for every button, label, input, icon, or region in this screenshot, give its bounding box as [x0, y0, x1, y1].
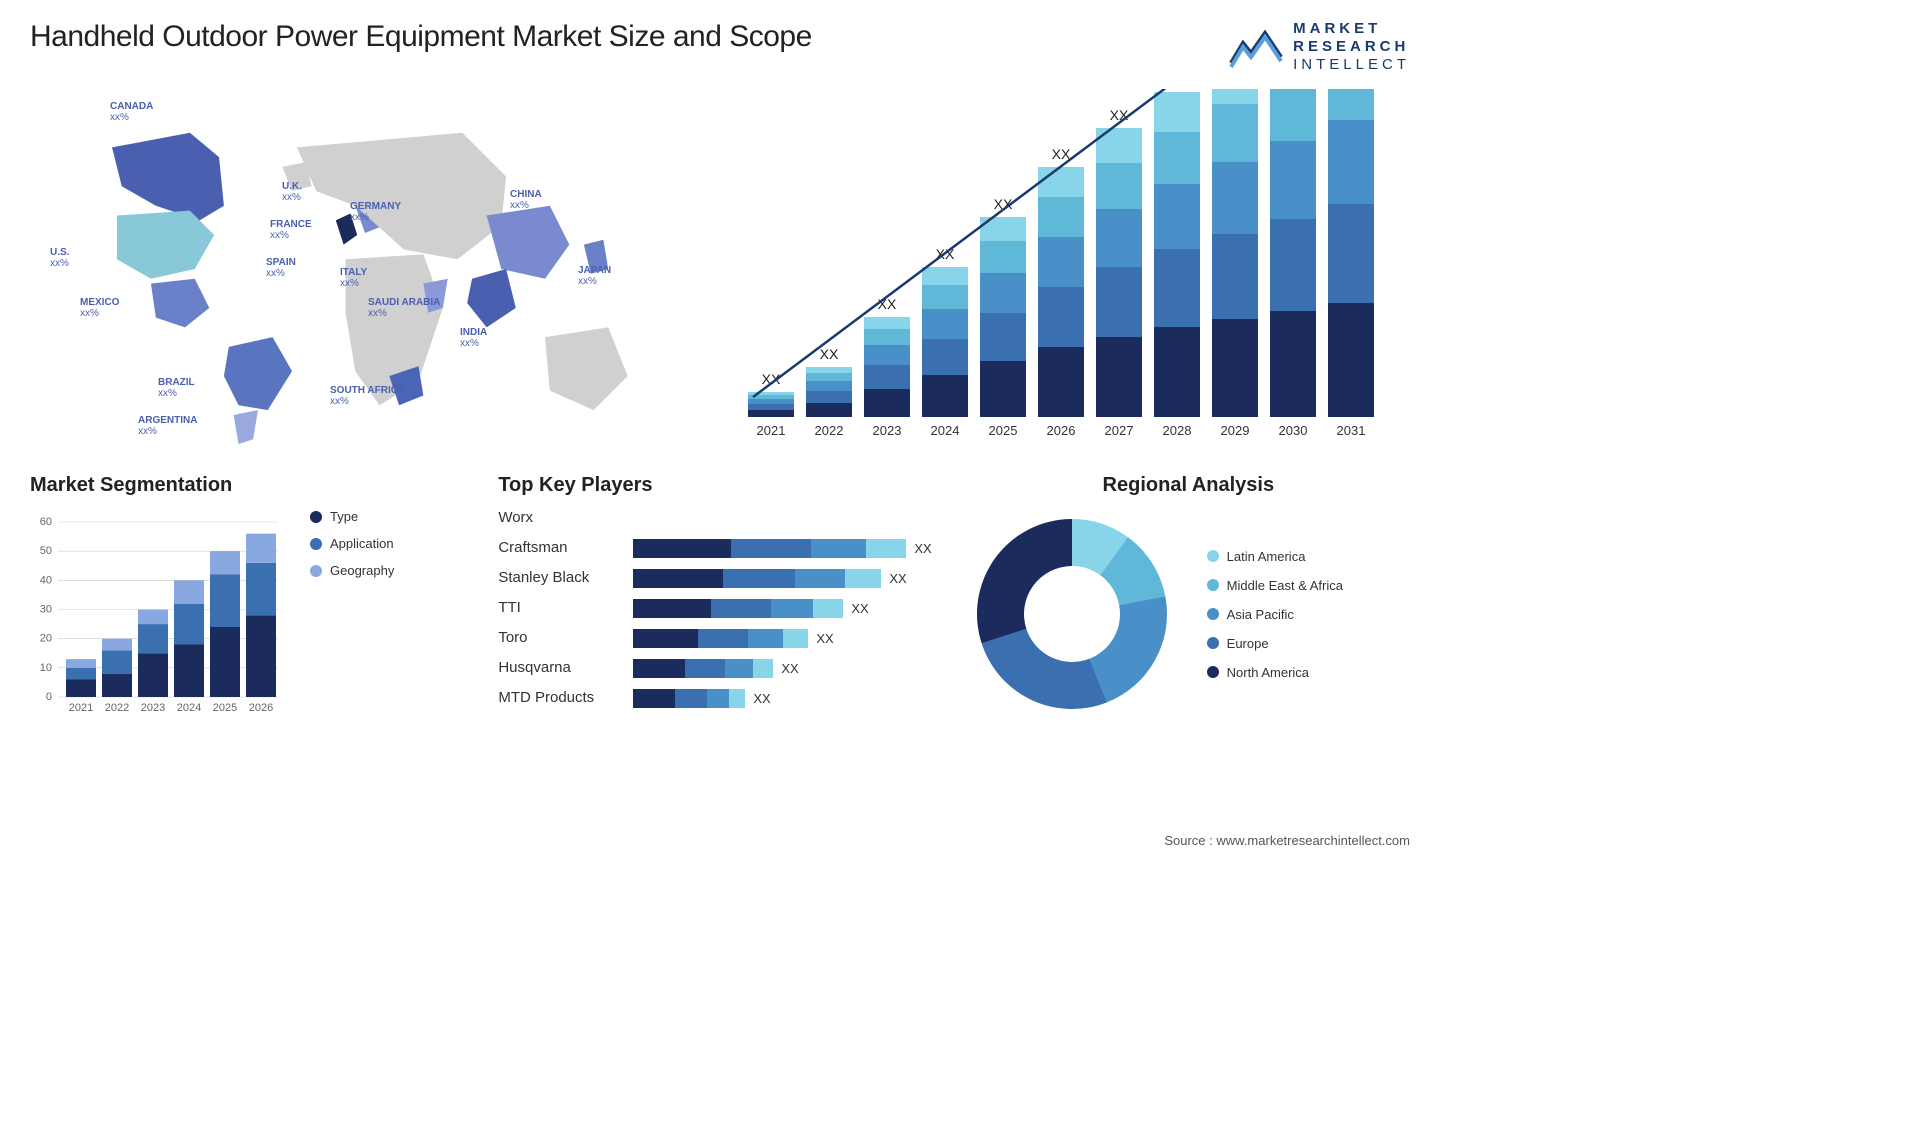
player-name: Craftsman: [498, 539, 618, 558]
player-bar-row: XX: [633, 539, 941, 558]
logo-icon: [1229, 25, 1283, 69]
svg-text:10: 10: [40, 662, 52, 674]
legend-item: Asia Pacific: [1207, 607, 1343, 622]
player-bar-row: XX: [633, 659, 941, 678]
world-map: CANADAxx% U.S.xx% MEXICOxx% BRAZILxx% ARGENT…: [30, 89, 700, 449]
player-bar-row: XX: [633, 569, 941, 588]
legend-dot: [1207, 608, 1219, 620]
player-name: MTD Products: [498, 689, 618, 708]
legend-item: Latin America: [1207, 549, 1343, 564]
players-section: Top Key Players Worx Craftsman Stanley Bla…: [498, 474, 941, 719]
player-name: Worx: [498, 509, 618, 528]
svg-text:2024: 2024: [931, 423, 960, 438]
svg-text:2021: 2021: [69, 702, 93, 714]
svg-text:30: 30: [40, 604, 52, 616]
logo: MARKET RESEARCH INTELLECT: [1229, 20, 1410, 74]
svg-text:2024: 2024: [177, 702, 201, 714]
map-label: U.K.xx%: [282, 181, 302, 203]
map-label: INDIAxx%: [460, 327, 487, 349]
svg-text:XX: XX: [878, 296, 897, 312]
legend-dot: [310, 538, 322, 550]
regional-legend: Latin America Middle East & Africa Asia Pa…: [1207, 549, 1343, 680]
svg-text:2031: 2031: [1337, 423, 1366, 438]
svg-text:XX: XX: [820, 346, 839, 362]
map-label: U.S.xx%: [50, 247, 69, 269]
svg-text:20: 20: [40, 633, 52, 645]
legend-item: Middle East & Africa: [1207, 578, 1343, 593]
svg-text:2021: 2021: [757, 423, 786, 438]
legend-dot: [1207, 550, 1219, 562]
legend-item: Europe: [1207, 636, 1343, 651]
player-bar-row: XX: [633, 629, 941, 648]
player-bar-row: XX: [633, 689, 941, 708]
legend-dot: [1207, 579, 1219, 591]
legend-dot: [1207, 637, 1219, 649]
legend-item: North America: [1207, 665, 1343, 680]
map-label: CANADAxx%: [110, 101, 153, 123]
player-bar-row: XX: [633, 599, 941, 618]
svg-text:0: 0: [46, 691, 52, 703]
map-label: CHINAxx%: [510, 189, 542, 211]
source-text: Source : www.marketresearchintellect.com: [1164, 833, 1410, 848]
svg-text:2026: 2026: [249, 702, 273, 714]
map-label: SAUDI ARABIAxx%: [368, 297, 440, 319]
player-bars: XX XX XX XX XX XX: [633, 509, 941, 708]
svg-text:2030: 2030: [1279, 423, 1308, 438]
map-label: SPAINxx%: [266, 257, 296, 279]
svg-text:2022: 2022: [105, 702, 129, 714]
svg-text:50: 50: [40, 545, 52, 557]
svg-text:XX: XX: [1110, 107, 1129, 123]
player-name: Stanley Black: [498, 569, 618, 588]
regional-section: Regional Analysis Latin America Middle Ea…: [967, 474, 1410, 719]
player-name: Toro: [498, 629, 618, 648]
logo-text: MARKET RESEARCH INTELLECT: [1293, 20, 1410, 74]
page-title: Handheld Outdoor Power Equipment Market …: [30, 20, 812, 54]
growth-svg: XX2021XX2022XX2023XX2024XX2025XX2026XX20…: [730, 89, 1410, 449]
player-labels: Worx Craftsman Stanley Black TTI Toro Husqvar…: [498, 509, 618, 708]
svg-text:2023: 2023: [141, 702, 165, 714]
map-label: GERMANYxx%: [350, 201, 401, 223]
donut-chart: [967, 509, 1177, 719]
svg-text:2029: 2029: [1221, 423, 1250, 438]
legend-dot: [310, 565, 322, 577]
svg-text:2023: 2023: [873, 423, 902, 438]
map-label: MEXICOxx%: [80, 297, 119, 319]
svg-text:2027: 2027: [1105, 423, 1134, 438]
map-label: ARGENTINAxx%: [138, 415, 197, 437]
segmentation-title: Market Segmentation: [30, 474, 473, 497]
segmentation-legend: Type Application Geography: [310, 509, 394, 578]
player-name: TTI: [498, 599, 618, 618]
map-label: FRANCExx%: [270, 219, 312, 241]
svg-text:2025: 2025: [213, 702, 237, 714]
player-name: Husqvarna: [498, 659, 618, 678]
map-label: ITALYxx%: [340, 267, 367, 289]
map-label: JAPANxx%: [578, 265, 611, 287]
legend-item: Application: [310, 536, 394, 551]
svg-text:2028: 2028: [1163, 423, 1192, 438]
segmentation-section: Market Segmentation 0 10 20 30 40 50 60 2021 202…: [30, 474, 473, 719]
legend-item: Geography: [310, 563, 394, 578]
player-bar-row: [633, 509, 941, 528]
segmentation-chart: 0 10 20 30 40 50 60 2021 2022 2023 2024 2025 2026: [30, 509, 290, 719]
svg-text:40: 40: [40, 574, 52, 586]
svg-text:60: 60: [40, 516, 52, 528]
players-title: Top Key Players: [498, 474, 941, 497]
legend-dot: [1207, 666, 1219, 678]
svg-text:2022: 2022: [815, 423, 844, 438]
legend-item: Type: [310, 509, 394, 524]
svg-text:2026: 2026: [1047, 423, 1076, 438]
map-label: BRAZILxx%: [158, 377, 195, 399]
regional-title: Regional Analysis: [967, 474, 1410, 497]
map-label: SOUTH AFRICAxx%: [330, 385, 405, 407]
svg-text:2025: 2025: [989, 423, 1018, 438]
growth-bar-chart: XX2021XX2022XX2023XX2024XX2025XX2026XX20…: [730, 89, 1410, 449]
legend-dot: [310, 511, 322, 523]
